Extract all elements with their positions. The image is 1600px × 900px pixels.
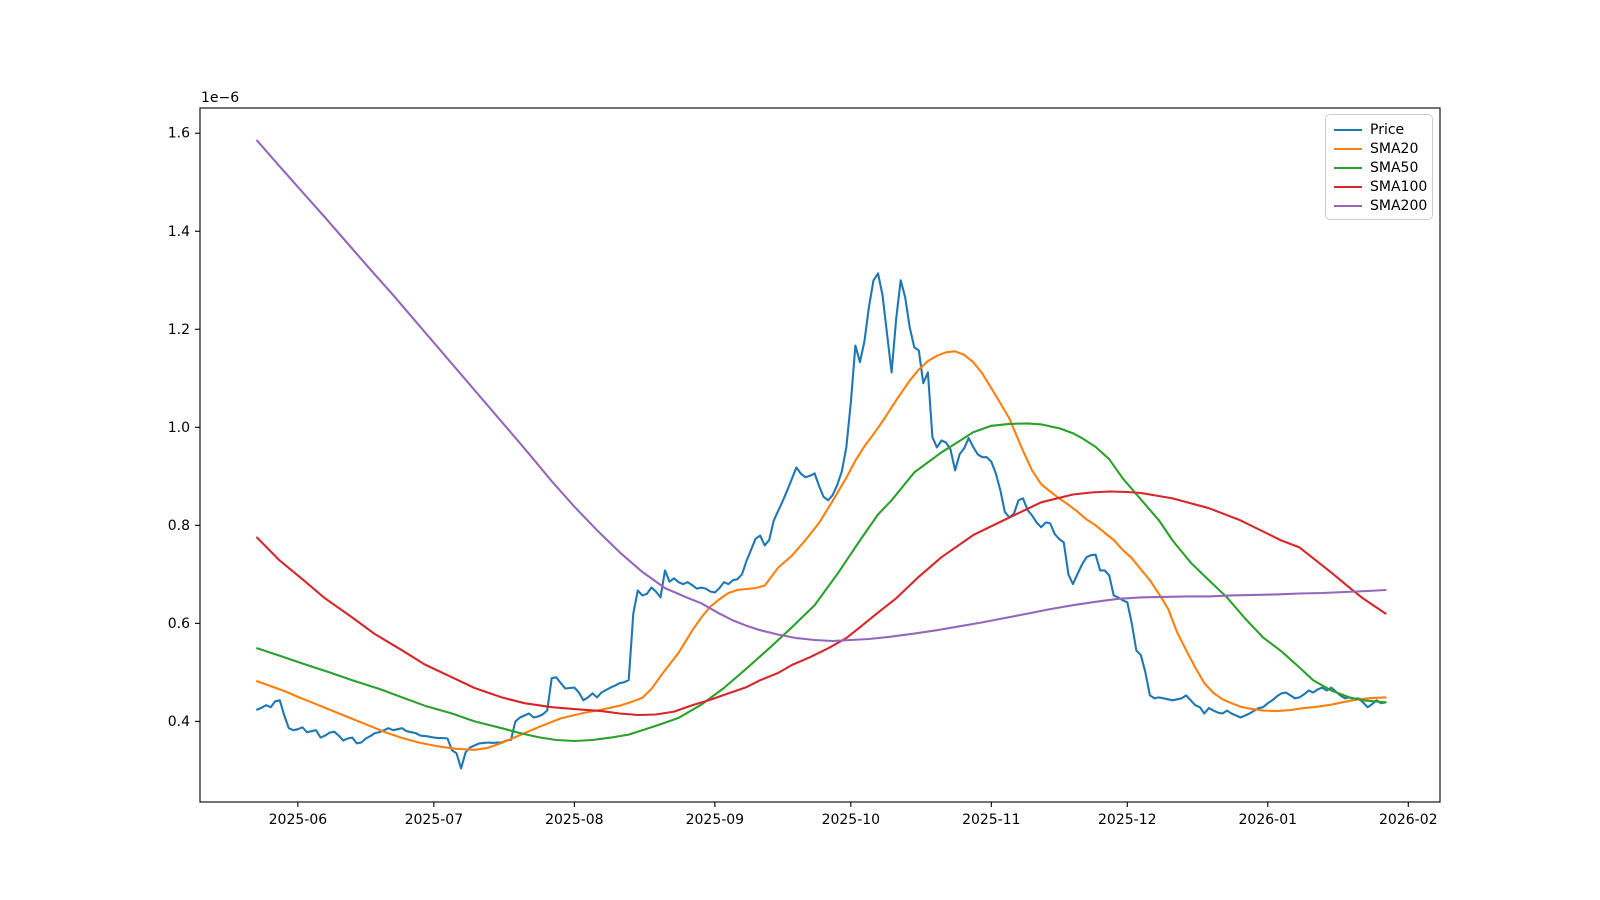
series-line-sma20 [256,350,1387,751]
legend-label-sma20: SMA20 [1370,140,1419,157]
legend-label-sma100: SMA100 [1370,179,1428,196]
y-tick-label-3: 1.0 [168,420,190,436]
legend-line-sample-price [1334,128,1362,131]
legend-line-sample-sma200 [1334,205,1362,208]
legend-line-sample-sma100 [1334,186,1362,189]
x-tick-label-4: 2025-10 [822,812,881,828]
x-tick-label-2: 2025-08 [545,812,604,828]
legend-entry-price: Price [1334,120,1432,139]
x-tick-label-8: 2026-02 [1379,812,1438,828]
series-line-sma200 [256,139,1387,643]
y-tick-label-4: 1.2 [168,322,190,338]
y-tick-label-2: 0.8 [168,518,190,534]
y-axis-offset-label: 1e−6 [201,90,240,106]
plot-frame [199,107,1441,803]
x-tick-label-7: 2026-01 [1239,812,1298,828]
x-tick-label-0: 2025-06 [269,812,328,828]
y-tick-label-6: 1.6 [168,126,190,142]
legend-line-sample-sma50 [1334,166,1362,169]
legend-entry-sma100: SMA100 [1334,178,1432,197]
legend-label-sma50: SMA50 [1370,159,1419,176]
y-tick-label-5: 1.4 [168,224,190,240]
x-tick-label-6: 2025-12 [1098,812,1157,828]
legend-label-sma200: SMA200 [1370,198,1428,215]
legend-entry-sma50: SMA50 [1334,158,1432,177]
series-line-sma100 [256,490,1387,717]
legend: Price SMA20 SMA50 SMA100 SMA200 [1325,114,1433,220]
x-tick-label-3: 2025-09 [686,812,745,828]
x-tick-label-1: 2025-07 [405,812,464,828]
y-tick-label-0: 0.4 [168,714,190,730]
x-tick-label-5: 2025-11 [962,812,1021,828]
legend-entry-sma20: SMA20 [1334,139,1432,158]
legend-line-sample-sma20 [1334,147,1362,150]
y-tick-label-1: 0.6 [168,616,190,632]
legend-label-price: Price [1370,121,1405,138]
legend-entry-sma200: SMA200 [1334,197,1432,216]
series-line-sma50 [256,422,1387,743]
series-line-price [256,272,1387,770]
